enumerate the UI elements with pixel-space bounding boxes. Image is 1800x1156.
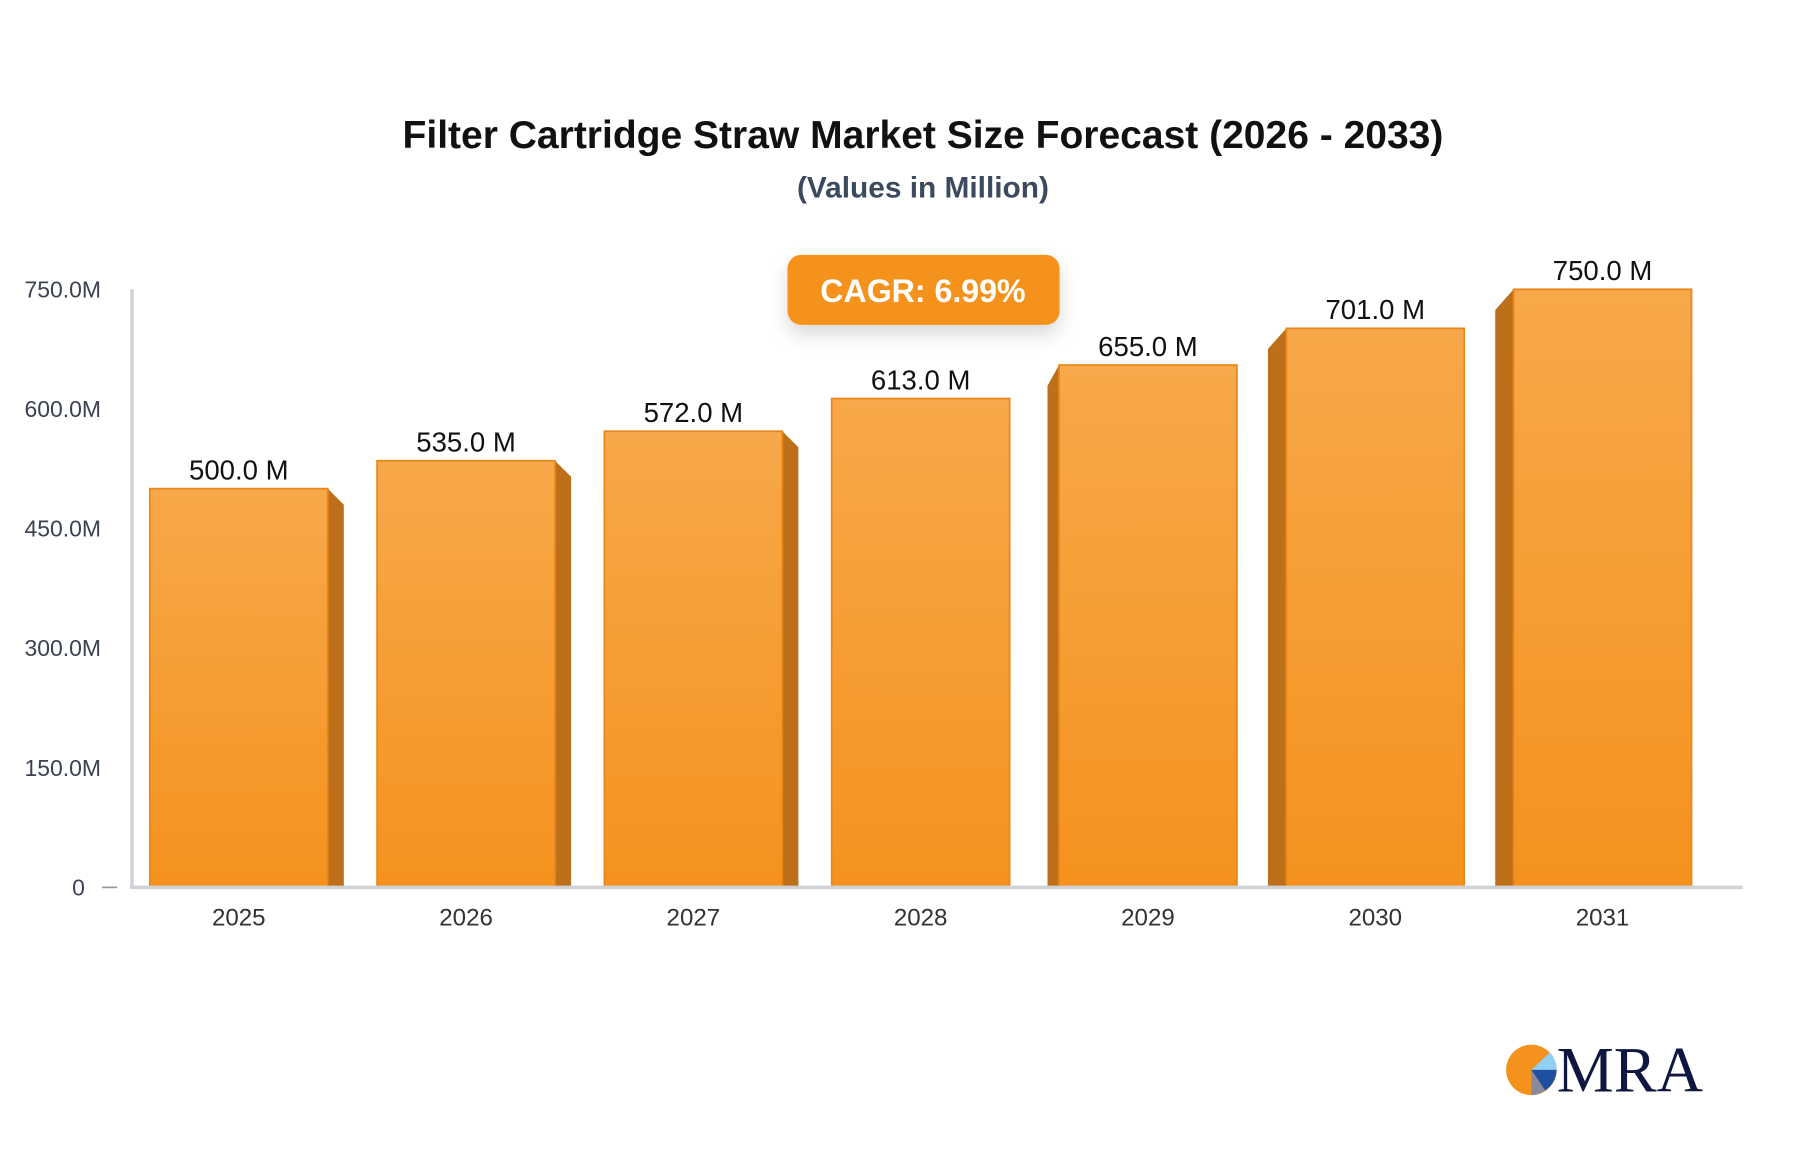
data-label: 500.0 M xyxy=(189,454,289,485)
bar-side xyxy=(1047,365,1059,888)
data-label: 701.0 M xyxy=(1325,294,1425,325)
bar-2026: 535.0 M xyxy=(376,427,572,889)
x-tick-label: 2025 xyxy=(212,904,266,931)
data-label: 535.0 M xyxy=(416,427,516,458)
cagr-badge: CAGR: 6.99% xyxy=(787,254,1060,325)
bar-2028: 613.0 M xyxy=(830,364,1011,889)
bar-face xyxy=(1285,327,1466,889)
y-tick-label: 0 xyxy=(72,874,85,900)
y-tick-label: 300.0M xyxy=(25,635,102,661)
y-tick-label: 600.0M xyxy=(25,396,102,422)
bar-2030: 701.0 M xyxy=(1267,294,1466,889)
mra-logo: MRA xyxy=(1506,1035,1703,1106)
bar-2031: 750.0 M xyxy=(1495,255,1693,889)
bar-side xyxy=(1495,289,1514,888)
data-label: 750.0 M xyxy=(1553,255,1653,286)
bar-face xyxy=(1512,288,1693,889)
cagr-label: CAGR: 6.99% xyxy=(820,273,1025,309)
bar-side xyxy=(327,488,344,888)
bar-side xyxy=(1267,328,1287,888)
logo-text: MRA xyxy=(1557,1035,1703,1106)
bar-face xyxy=(148,487,329,889)
bar-2029: 655.0 M xyxy=(1047,331,1238,889)
x-tick-label: 2027 xyxy=(667,904,721,931)
y-tick-label: 750.0M xyxy=(25,276,102,302)
bar-face xyxy=(830,397,1011,889)
x-tick-label: 2028 xyxy=(894,904,948,931)
y-tick-label: 450.0M xyxy=(25,516,102,542)
chart-subtitle: (Values in Million) xyxy=(797,171,1049,204)
bar-side xyxy=(782,431,799,888)
data-label: 655.0 M xyxy=(1098,331,1198,362)
x-tick-label: 2026 xyxy=(439,904,493,931)
bar-face xyxy=(376,459,556,889)
y-tick-label: 150.0M xyxy=(25,755,102,781)
bar-side xyxy=(555,460,572,888)
chart-title: Filter Cartridge Straw Market Size Forec… xyxy=(403,114,1444,157)
x-tick-label: 2029 xyxy=(1121,904,1175,931)
data-label: 613.0 M xyxy=(871,364,971,395)
bar-face xyxy=(1058,364,1238,889)
bar-2025: 500.0 M xyxy=(148,454,344,889)
data-label: 572.0 M xyxy=(644,397,744,428)
bar-2027: 572.0 M xyxy=(603,397,799,889)
x-tick-label: 2030 xyxy=(1348,904,1402,931)
x-tick-label: 2031 xyxy=(1576,904,1630,931)
bar-face xyxy=(603,430,784,889)
